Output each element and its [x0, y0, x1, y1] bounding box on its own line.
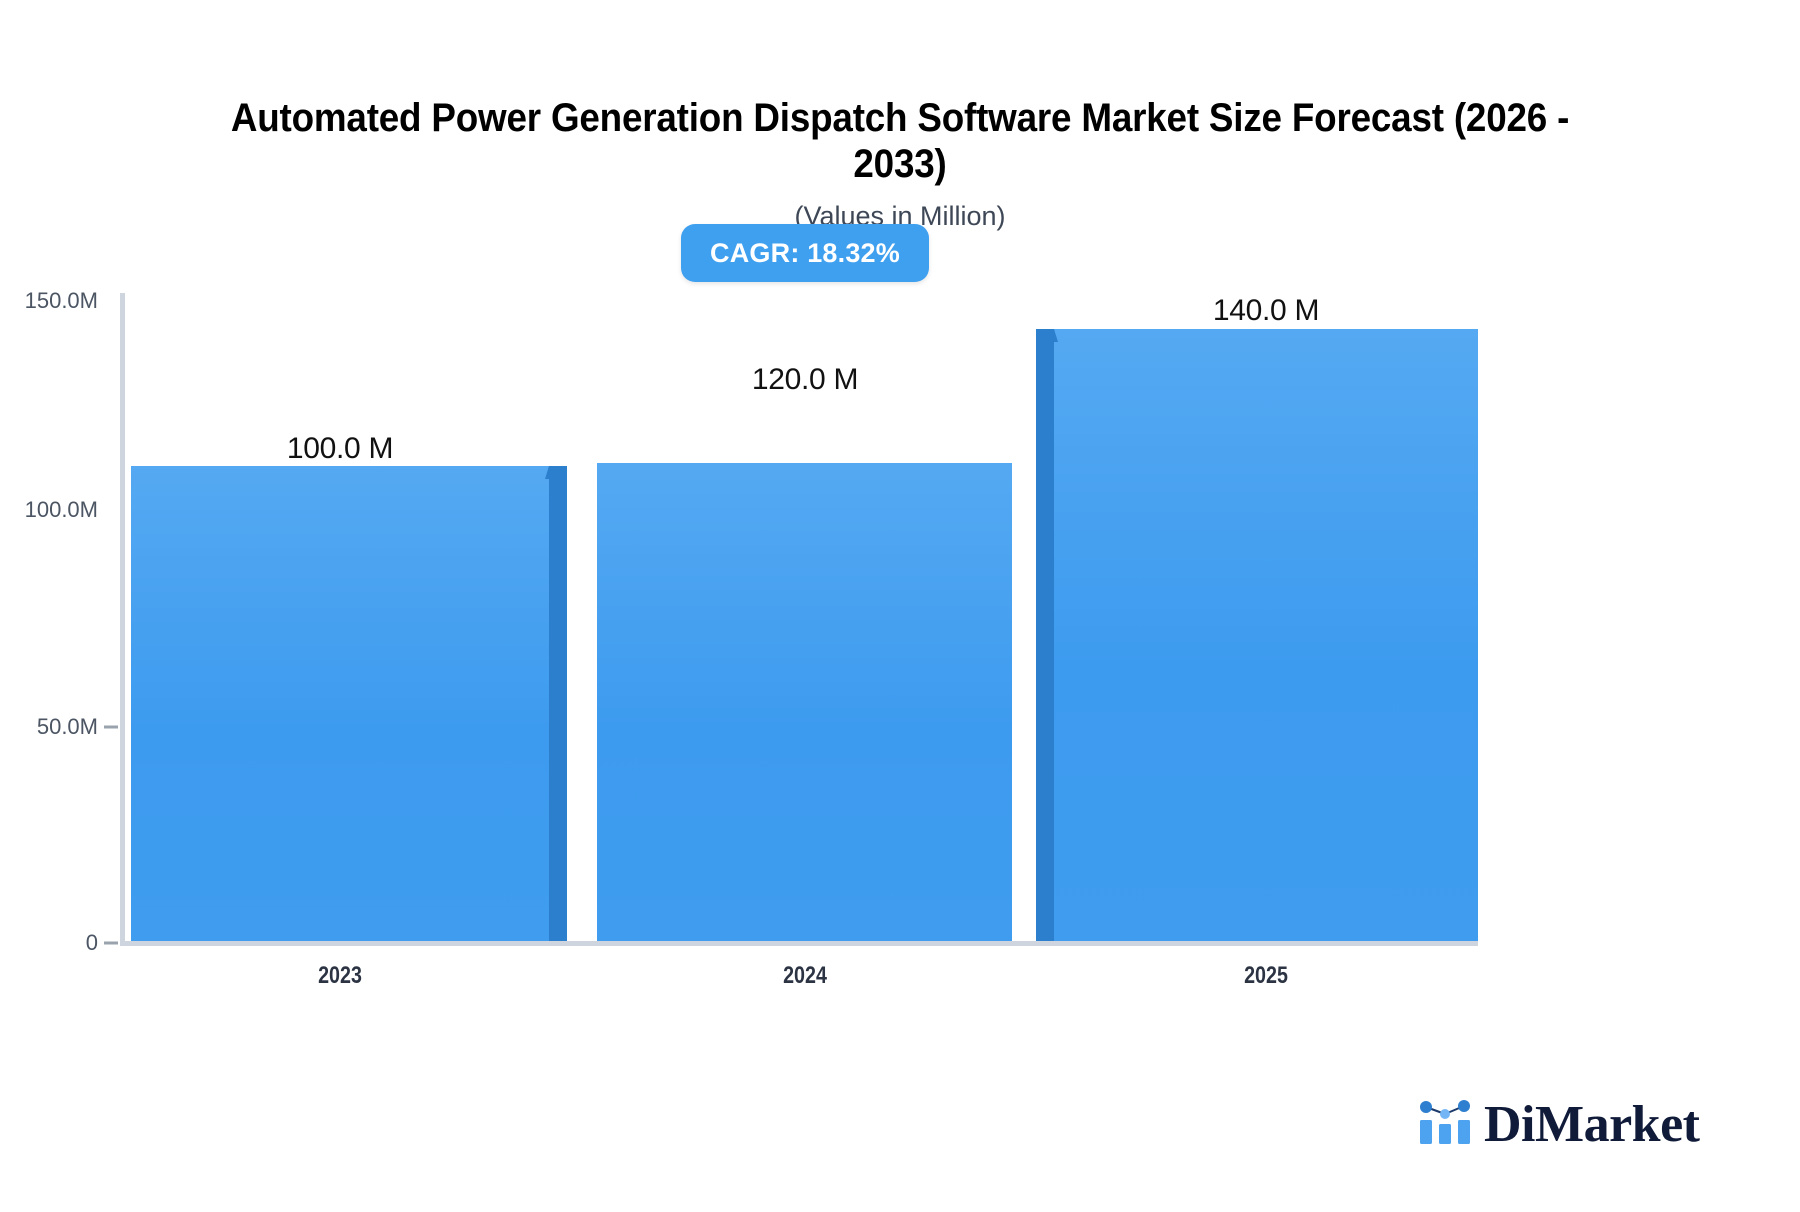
y-axis-tick-label: 100.0M: [24, 497, 98, 522]
bar-value-label: 120.0 M: [751, 363, 859, 396]
cagr-badge: CAGR: 18.32%: [681, 224, 929, 282]
dimarket-logo: DiMarket: [1418, 1095, 1700, 1153]
bar-3d-side: [545, 466, 567, 941]
bar-face: [131, 466, 549, 941]
cagr-badge-label: CAGR: 18.32%: [710, 237, 900, 268]
x-axis-label-2025: 2025: [1244, 962, 1288, 989]
bar-value-label: 140.0 M: [1212, 294, 1320, 327]
y-axis-tick-label: 0: [85, 930, 98, 955]
y-axis-tick-mark: [104, 941, 118, 945]
bar-chart-icon: [1418, 1098, 1472, 1151]
x-axis-line: [120, 941, 1478, 946]
x-axis-label-2024: 2024: [783, 962, 827, 989]
bar-3d-side: [1036, 329, 1058, 941]
bar-face: [1054, 329, 1478, 941]
page-title: Automated Power Generation Dispatch Soft…: [230, 96, 1570, 186]
chart-header: Automated Power Generation Dispatch Soft…: [150, 95, 1650, 232]
logo-text: DiMarket: [1484, 1095, 1700, 1153]
bar-2025[interactable]: [1036, 329, 1478, 941]
bar-value-label: 100.0 M: [286, 432, 394, 465]
bar-2023[interactable]: [131, 466, 567, 941]
bar-face: [597, 463, 1012, 941]
y-axis-tick-label: 50.0M: [36, 714, 98, 739]
y-axis-labels: 150.0M 100.0M 50.0M 0: [0, 0, 98, 1212]
y-axis-tick-mark: [104, 725, 118, 729]
y-axis-tick-label: 150.0M: [24, 288, 98, 313]
bar-2024[interactable]: [597, 463, 1012, 941]
x-axis-label-2023: 2023: [318, 962, 362, 989]
y-axis-line: [120, 293, 125, 943]
